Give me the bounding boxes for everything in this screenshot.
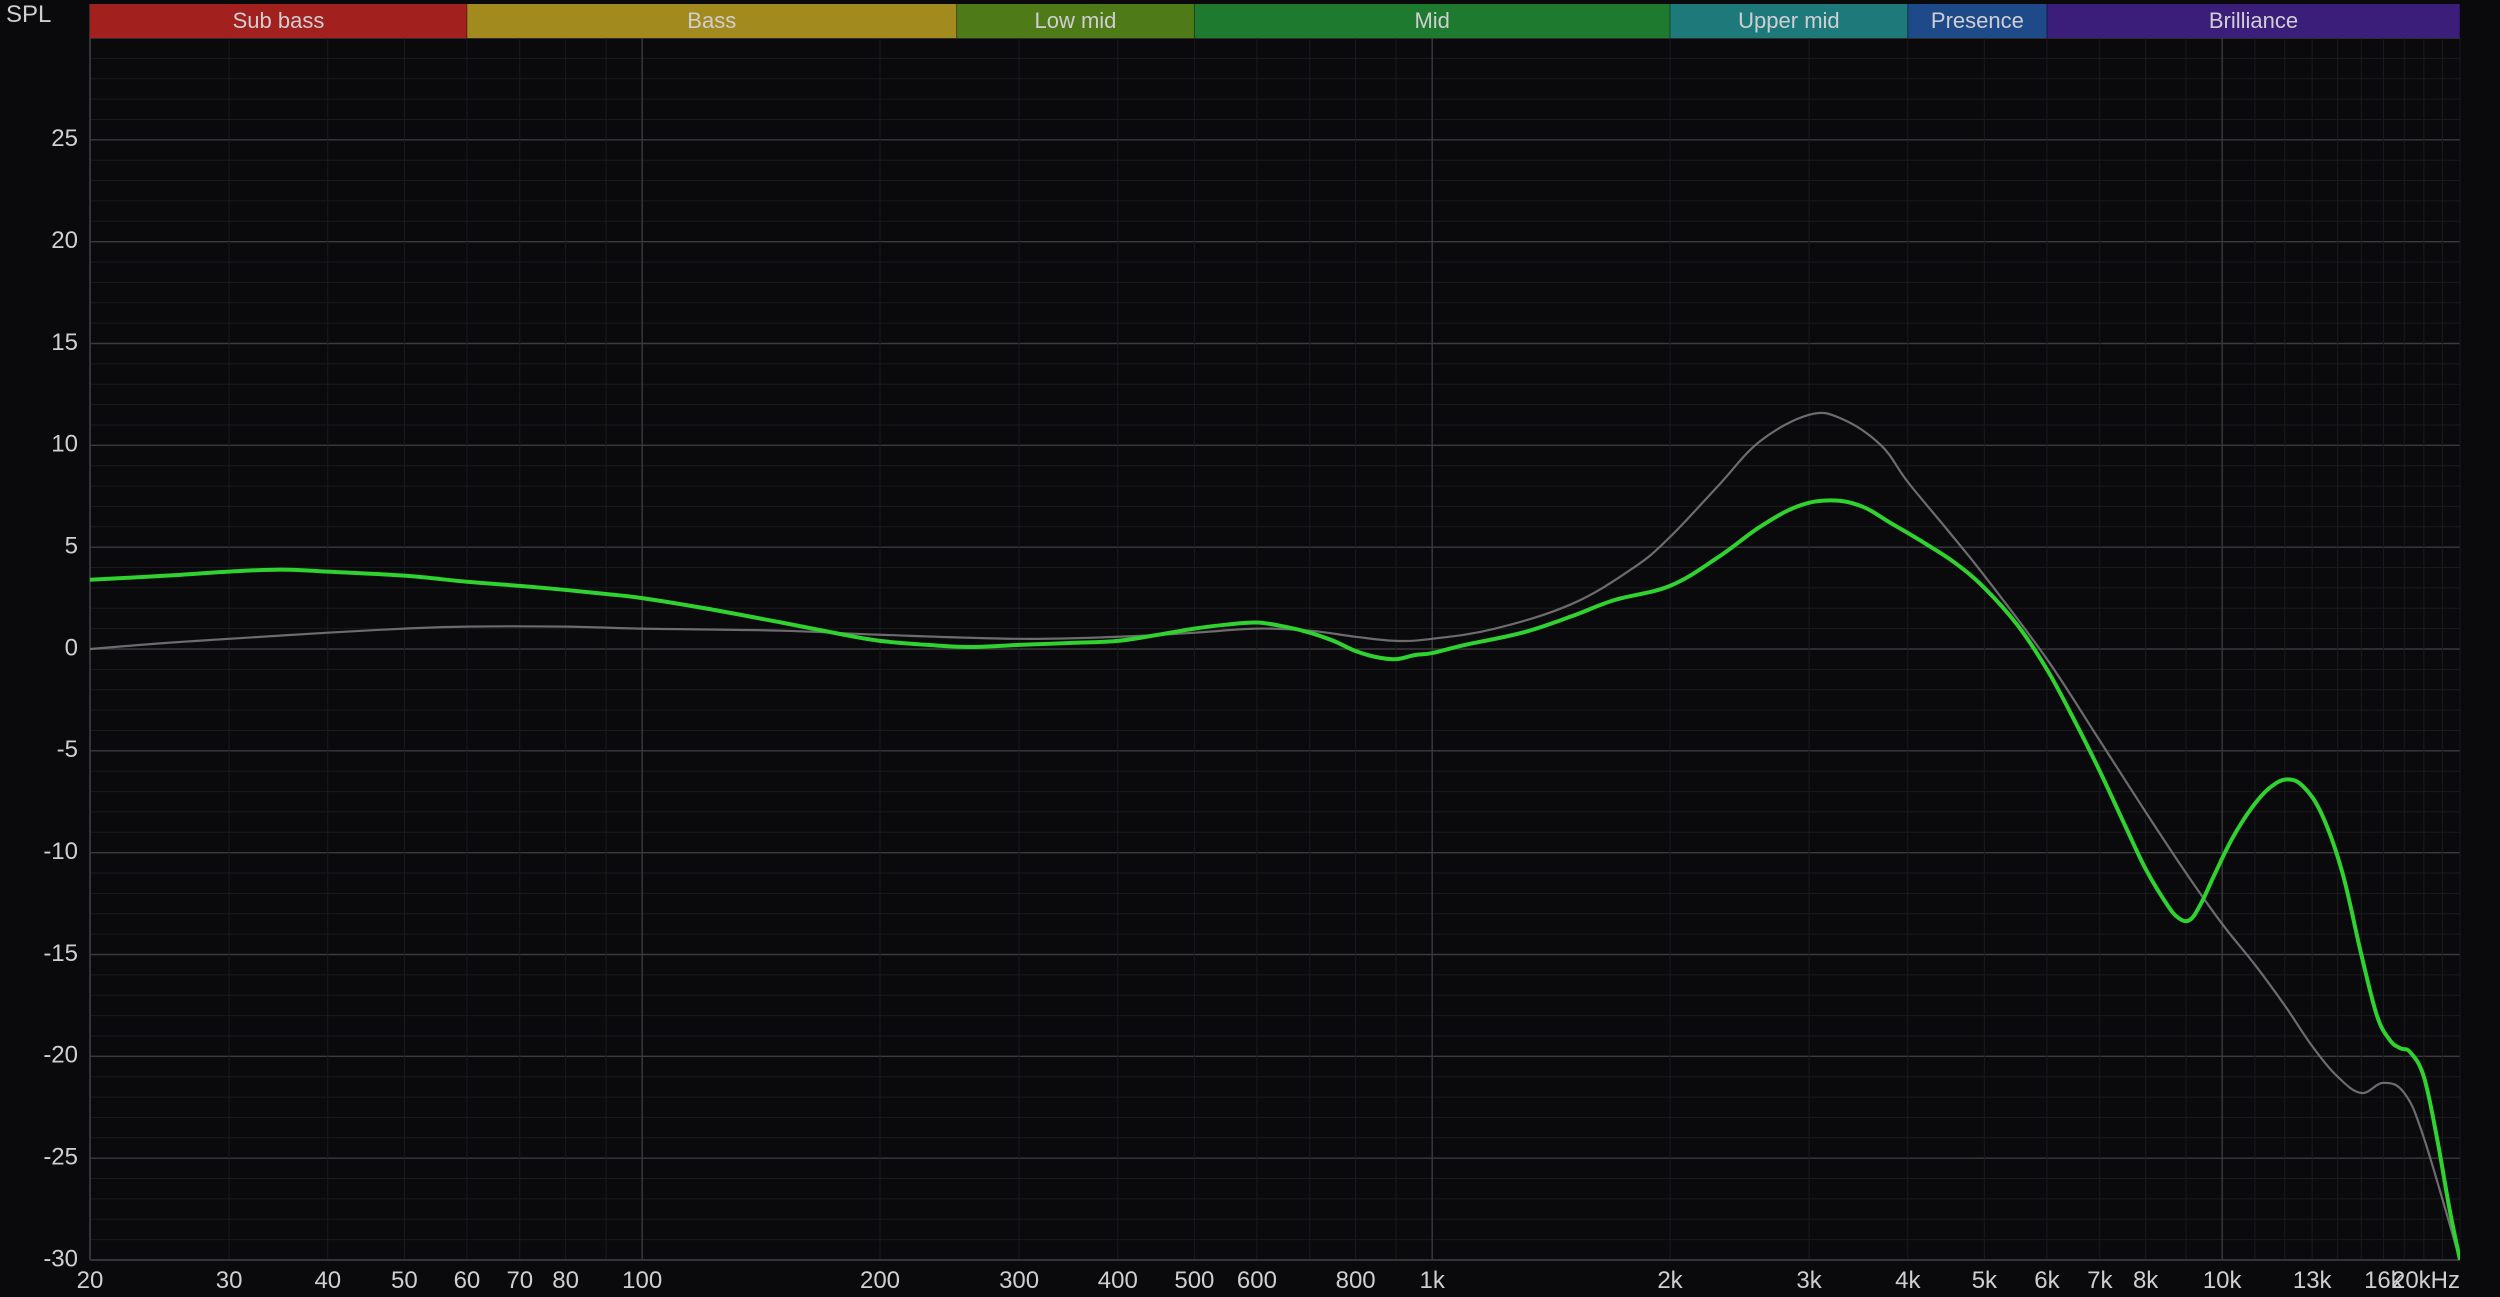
x-tick-label: 60 (454, 1267, 481, 1294)
chart-svg: Sub bass Bass Low mid Mid Upper mid Presence B… (0, 0, 2500, 1297)
y-tick-label: 20 (51, 227, 78, 254)
x-tick-label: 4k (1895, 1267, 1921, 1294)
y-tick-label: -10 (43, 838, 78, 865)
freq-band-label: Presence (1931, 8, 2024, 33)
x-tick-label: 80 (552, 1267, 579, 1294)
x-tick-label: 100 (622, 1267, 662, 1294)
x-tick-label: 300 (999, 1267, 1039, 1294)
y-tick-label: -25 (43, 1144, 78, 1171)
freq-band-label: Bass (687, 8, 736, 33)
y-tick-label: 0 (65, 634, 78, 661)
frequency-response-chart: Sub bass Bass Low mid Mid Upper mid Presence B… (0, 0, 2500, 1297)
x-tick-label: 10k (2203, 1267, 2243, 1294)
x-tick-label: 1k (1420, 1267, 1446, 1294)
y-tick-label: -20 (43, 1042, 78, 1069)
x-tick-label: 13k (2293, 1267, 2333, 1294)
x-tick-label: 50 (391, 1267, 418, 1294)
x-tick-label: 5k (1972, 1267, 1998, 1294)
x-tick-label: 20 (77, 1267, 104, 1294)
y-tick-label: -30 (43, 1245, 78, 1272)
freq-band-label: Upper mid (1738, 8, 1839, 33)
x-tick-label: 7k (2087, 1267, 2113, 1294)
x-tick-label: 70 (506, 1267, 533, 1294)
x-tick-label: 3k (1796, 1267, 1822, 1294)
x-tick-label: 40 (314, 1267, 341, 1294)
x-tick-label: 800 (1336, 1267, 1376, 1294)
y-axis-title: SPL (6, 1, 51, 28)
freq-band-label: Low mid (1035, 8, 1117, 33)
x-tick-label: 200 (860, 1267, 900, 1294)
x-tick-label: 600 (1237, 1267, 1277, 1294)
x-tick-label: 8k (2133, 1267, 2159, 1294)
y-tick-label: -5 (57, 736, 78, 763)
freq-band-label: Sub bass (233, 8, 325, 33)
x-tick-label: 20kHz (2392, 1267, 2460, 1294)
x-tick-label: 2k (1657, 1267, 1683, 1294)
freq-band-label: Brilliance (2209, 8, 2298, 33)
y-tick-label: 15 (51, 329, 78, 356)
y-tick-label: 5 (65, 533, 78, 560)
x-tick-label: 400 (1098, 1267, 1138, 1294)
y-tick-label: -15 (43, 940, 78, 967)
freq-band-label: Mid (1414, 8, 1449, 33)
y-tick-label: 25 (51, 125, 78, 152)
x-tick-label: 6k (2034, 1267, 2060, 1294)
y-tick-label: 10 (51, 431, 78, 458)
x-tick-label: 30 (216, 1267, 243, 1294)
x-tick-label: 500 (1174, 1267, 1214, 1294)
